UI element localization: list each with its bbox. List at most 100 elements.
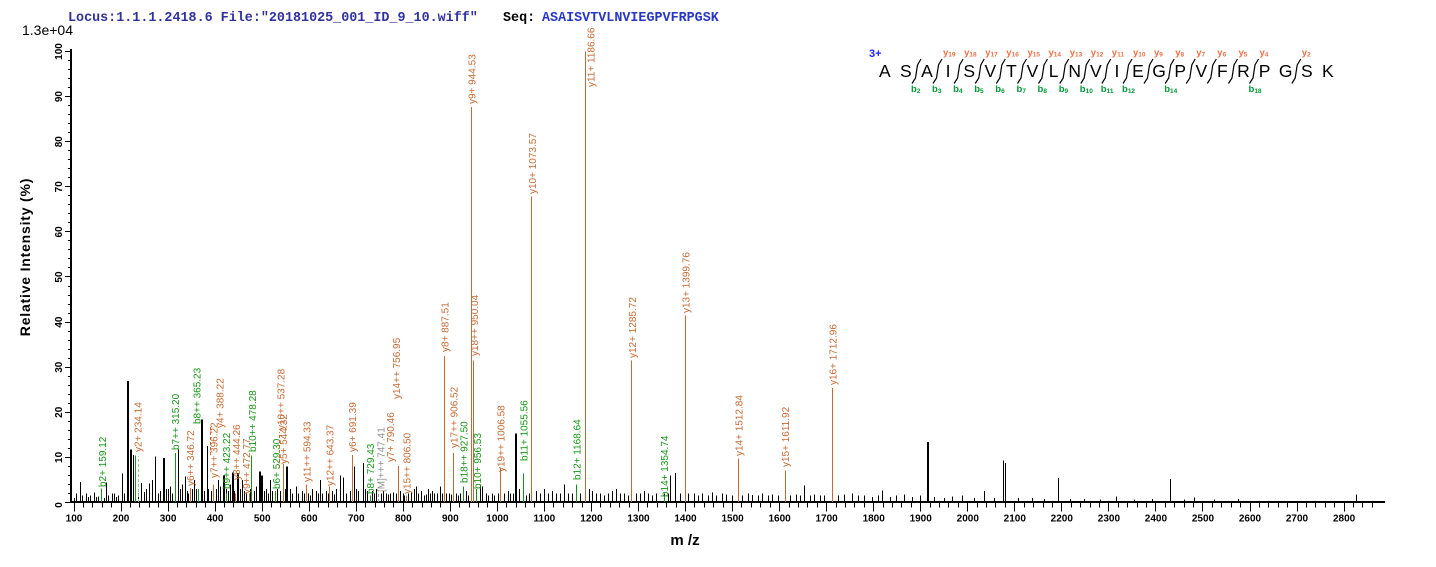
svg-text:b11: b11 [1101, 84, 1114, 95]
svg-text:y10: y10 [1133, 48, 1146, 59]
svg-text:y12: y12 [1091, 48, 1104, 59]
svg-text:2700: 2700 [1286, 514, 1309, 525]
svg-text:300: 300 [160, 514, 177, 525]
svg-text:1800: 1800 [863, 514, 886, 525]
svg-text:1100: 1100 [534, 514, 556, 525]
svg-text:1500: 1500 [721, 514, 744, 525]
svg-text:y12++ 643.37: y12++ 643.37 [326, 424, 337, 486]
svg-text:2300: 2300 [1098, 514, 1121, 525]
svg-text:Seq:: Seq: [503, 11, 535, 26]
svg-text:b14: b14 [1164, 84, 1177, 95]
svg-text:1000: 1000 [486, 514, 509, 525]
svg-text:y9: y9 [1154, 48, 1163, 59]
svg-text:T: T [1006, 61, 1017, 81]
svg-text:b12+ 1168.64: b12+ 1168.64 [573, 419, 584, 480]
svg-text:y18++ 950.04: y18++ 950.04 [470, 294, 481, 356]
svg-text:2500: 2500 [1192, 514, 1215, 525]
svg-text:90: 90 [54, 91, 65, 103]
svg-text:700: 700 [348, 514, 365, 525]
svg-text:y5: y5 [1239, 48, 1248, 59]
svg-text:y6+ 691.39: y6+ 691.39 [348, 402, 359, 452]
svg-text:V: V [1195, 61, 1207, 81]
svg-text:b9: b9 [1059, 84, 1069, 95]
svg-text:y11++ 594.33: y11++ 594.33 [303, 421, 314, 482]
svg-text:S: S [900, 61, 912, 81]
svg-text:400: 400 [207, 514, 224, 525]
svg-text:40: 40 [54, 316, 65, 328]
svg-text:y18: y18 [964, 48, 977, 59]
svg-text:V: V [1090, 61, 1102, 81]
svg-text:y13: y13 [1070, 48, 1083, 59]
svg-text:y17++ 906.52: y17++ 906.52 [449, 386, 460, 448]
svg-text:y15+ 1611.92: y15+ 1611.92 [781, 406, 792, 467]
svg-text:y17: y17 [985, 48, 998, 59]
svg-text:y10++ 537.28: y10++ 537.28 [277, 368, 288, 430]
svg-text:1.3e+04: 1.3e+04 [22, 22, 73, 38]
svg-text:50: 50 [54, 271, 65, 283]
svg-text:800: 800 [395, 514, 412, 525]
svg-text:y7: y7 [1196, 48, 1205, 59]
svg-text:b6: b6 [995, 84, 1005, 95]
svg-text:y12+ 1285.72: y12+ 1285.72 [628, 297, 639, 358]
svg-text:b7++ 315.20: b7++ 315.20 [171, 393, 182, 450]
svg-text:80: 80 [54, 136, 65, 148]
svg-text:b8+ 729.43: b8+ 729.43 [366, 443, 377, 494]
svg-text:S: S [963, 61, 975, 81]
svg-text:b6+ 529.30: b6+ 529.30 [272, 438, 283, 489]
svg-text:I: I [1114, 61, 1119, 81]
svg-text:b10+ 956.53: b10+ 956.53 [473, 433, 484, 489]
svg-text:1900: 1900 [910, 514, 933, 525]
svg-text:70: 70 [54, 181, 65, 193]
svg-text:N: N [1068, 61, 1081, 81]
svg-text:2600: 2600 [1239, 514, 1262, 525]
svg-text:60: 60 [54, 226, 65, 238]
svg-text:E: E [1132, 61, 1144, 81]
svg-text:y8++ 444.26: y8++ 444.26 [232, 424, 243, 480]
svg-text:y9++ 472.77: y9++ 472.77 [242, 438, 253, 494]
svg-text:30: 30 [54, 361, 65, 373]
svg-text:G: G [1152, 61, 1166, 81]
svg-text:R: R [1237, 61, 1250, 81]
svg-text:900: 900 [442, 514, 459, 525]
svg-text:b4: b4 [953, 84, 963, 95]
svg-text:2100: 2100 [1004, 514, 1027, 525]
svg-text:y11+ 1186.66: y11+ 1186.66 [587, 27, 598, 87]
svg-text:3+: 3+ [869, 48, 882, 60]
svg-text:y14+ 1512.84: y14+ 1512.84 [735, 395, 746, 456]
svg-text:1300: 1300 [627, 514, 650, 525]
svg-text:20: 20 [54, 406, 65, 418]
svg-text:Relative Intensity (%): Relative Intensity (%) [17, 178, 33, 336]
svg-text:y13+ 1399.76: y13+ 1399.76 [681, 252, 692, 313]
svg-text:y6++ 346.72: y6++ 346.72 [186, 430, 197, 486]
svg-text:y8+ 887.51: y8+ 887.51 [440, 302, 451, 352]
svg-text:1400: 1400 [674, 514, 697, 525]
svg-text:y19: y19 [943, 48, 956, 59]
svg-text:[M]+++ 747.41: [M]+++ 747.41 [377, 427, 388, 492]
svg-text:y7+ 790.46: y7+ 790.46 [386, 412, 397, 462]
svg-text:y2+ 234.14: y2+ 234.14 [134, 402, 145, 452]
svg-text:A: A [879, 61, 891, 81]
svg-text:b5: b5 [974, 84, 984, 95]
svg-text:b2: b2 [911, 84, 921, 95]
svg-text:1700: 1700 [815, 514, 838, 525]
svg-text:200: 200 [113, 514, 130, 525]
svg-text:Locus:1.1.1.2418.6 File:"20181: Locus:1.1.1.2418.6 File:"20181025_001_ID… [68, 11, 478, 26]
svg-text:b18: b18 [1249, 84, 1262, 95]
svg-text:b3: b3 [932, 84, 942, 95]
svg-text:ASAISVTVLNVIEGPVFRPGSK: ASAISVTVLNVIEGPVFRPGSK [542, 11, 720, 26]
svg-text:10: 10 [54, 451, 65, 463]
svg-text:G: G [1279, 61, 1293, 81]
svg-text:2800: 2800 [1333, 514, 1356, 525]
svg-text:b2+ 159.12: b2+ 159.12 [98, 436, 109, 487]
svg-text:y8: y8 [1175, 48, 1184, 59]
svg-text:b8++ 365.23: b8++ 365.23 [192, 367, 203, 424]
svg-text:y15++ 806.50: y15++ 806.50 [402, 432, 413, 494]
svg-text:100: 100 [54, 43, 65, 60]
svg-text:y10+ 1073.57: y10+ 1073.57 [528, 133, 539, 194]
svg-text:y11: y11 [1112, 48, 1125, 59]
svg-text:0: 0 [54, 502, 65, 508]
svg-text:K: K [1322, 61, 1334, 81]
svg-text:y6: y6 [1217, 48, 1226, 59]
svg-text:500: 500 [254, 514, 271, 525]
svg-text:y14: y14 [1049, 48, 1062, 59]
